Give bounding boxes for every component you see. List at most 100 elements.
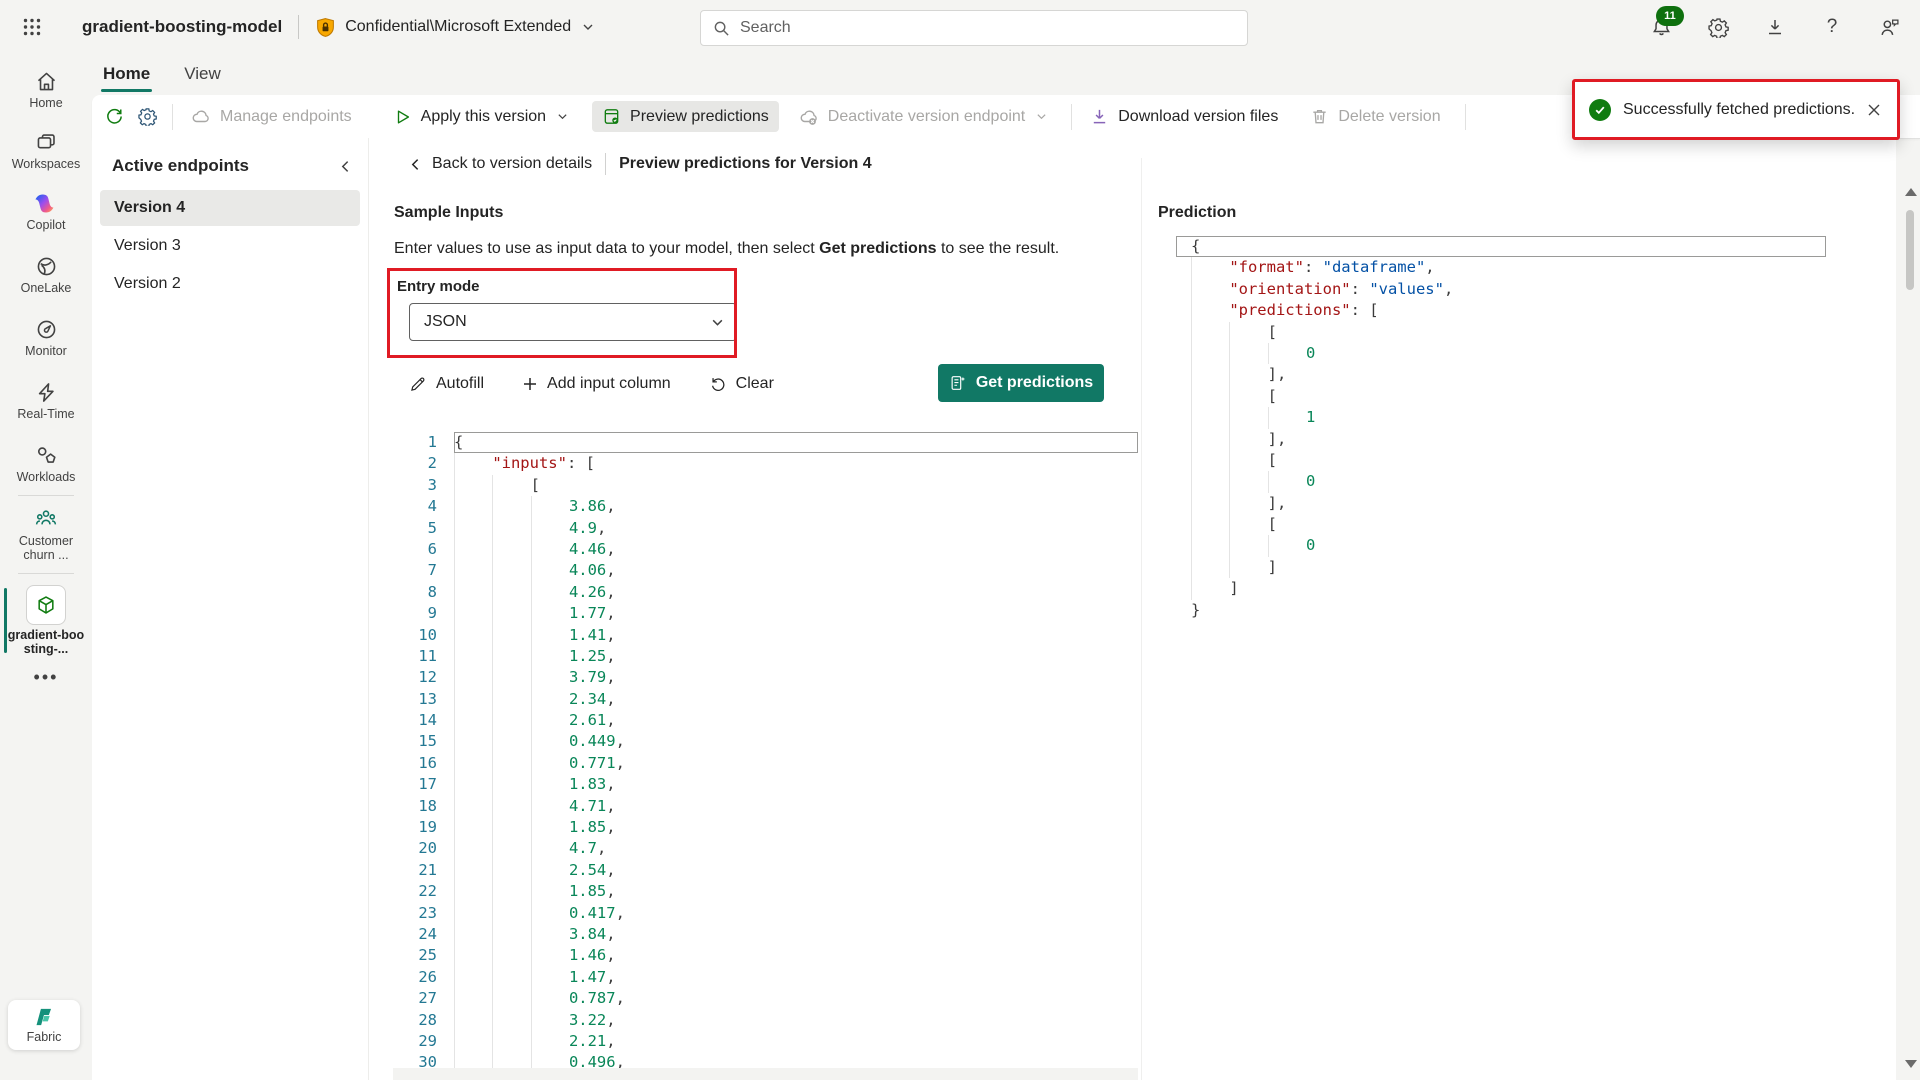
scroll-up-arrow-icon[interactable] <box>1905 188 1917 196</box>
app-launcher-icon[interactable] <box>8 3 56 51</box>
refresh-icon <box>107 108 122 124</box>
collapse-panel-button[interactable] <box>339 160 352 173</box>
code-line: 15 0.449, <box>393 731 1138 753</box>
code-line: } <box>1191 600 1201 619</box>
code-line: "orientation": "values", <box>1176 278 1826 301</box>
sidebar-item-label: OneLake <box>20 281 72 295</box>
line-number: 26 <box>418 967 437 986</box>
sensitivity-label-button[interactable]: Confidential\Microsoft Extended <box>315 17 594 38</box>
tab-home[interactable]: Home <box>99 58 154 94</box>
download-icon <box>1090 107 1109 126</box>
search-input[interactable]: Search <box>700 10 1248 46</box>
divider <box>1141 158 1142 1080</box>
toast-close-button[interactable] <box>1859 95 1889 125</box>
plus-icon <box>524 378 537 390</box>
sidebar-item-workspaces[interactable]: Workspaces <box>2 125 90 176</box>
autofill-button[interactable]: Autofill <box>409 375 484 393</box>
trash-icon <box>1310 107 1329 126</box>
page-title: gradient-boosting-model <box>82 17 283 36</box>
json-input-editor[interactable]: 1{2 "inputs": [3[4 3.86, 5 4.9, 6 4.46, 7 4.06, 8… <box>393 432 1138 1080</box>
chevron-down-icon <box>712 319 723 326</box>
delete-version-button[interactable]: Delete version <box>1300 101 1450 132</box>
predict-doc-icon <box>951 376 965 390</box>
divider <box>18 573 74 574</box>
scrollbar-thumb[interactable] <box>1906 210 1914 290</box>
sidebar-item-workloads[interactable]: Workloads <box>2 438 90 489</box>
fabric-home-button[interactable]: Fabric <box>8 1000 80 1050</box>
sidebar-item-customer-churn[interactable]: Customer churn ... <box>2 502 90 567</box>
person-feedback-icon <box>1880 19 1899 35</box>
endpoint-item-version-4[interactable]: Version 4 <box>100 190 360 226</box>
code-line: [ <box>1176 321 1826 343</box>
onelake-icon <box>35 254 58 278</box>
code-line: 27 0.787, <box>393 988 1138 1010</box>
people-icon <box>34 507 58 531</box>
top-bar: gradient-boosting-model Confidential\Mic… <box>0 0 1920 54</box>
sidebar-item-label: Home <box>29 96 63 110</box>
code-line: ], <box>1176 492 1826 515</box>
code-line: 17 1.83, <box>393 774 1138 796</box>
page-scrollbar[interactable] <box>1902 140 1919 1076</box>
manage-endpoints-button[interactable]: Manage endpoints <box>181 101 362 133</box>
help-button[interactable]: ? <box>1815 10 1849 44</box>
preview-predictions-button[interactable]: Preview predictions <box>592 101 779 132</box>
sidebar-item-label: Monitor <box>25 344 67 358</box>
sidebar-item-home[interactable]: Home <box>2 64 90 115</box>
line-number: 1 <box>427 433 437 451</box>
notifications-button[interactable]: 11 <box>1644 6 1684 44</box>
preview-predictions-label: Preview predictions <box>630 107 769 125</box>
apply-this-version-button[interactable]: Apply this version <box>384 102 578 132</box>
editor-horizontal-scrollbar[interactable] <box>393 1068 1138 1080</box>
settings-button[interactable] <box>1701 10 1735 44</box>
code-line: "format": "dataframe", <box>1176 257 1826 279</box>
clear-button[interactable]: Clear <box>709 375 774 393</box>
code-line: 3[ <box>393 474 1138 497</box>
sidebar-item-gradient-boosting-model[interactable]: gradient-boosting-... <box>2 580 90 661</box>
endpoint-item-version-2[interactable]: Version 2 <box>114 275 181 292</box>
toast-notification: Successfully fetched predictions. <box>1572 79 1900 140</box>
get-predictions-button[interactable]: Get predictions <box>938 364 1104 402</box>
code-line: 21 2.54, <box>393 859 1138 882</box>
code-line: 20 4.7, <box>393 838 1138 860</box>
undo-icon <box>711 378 725 392</box>
sensitivity-shield-icon <box>317 17 335 37</box>
endpoint-item-version-3[interactable]: Version 3 <box>114 237 181 254</box>
sidebar-item-label: Workspaces <box>11 157 81 171</box>
code-line: 25 1.46, <box>393 945 1138 967</box>
line-number: 19 <box>418 818 437 837</box>
deactivate-version-endpoint-button[interactable]: Deactivate version endpoint <box>789 101 1057 133</box>
add-input-column-button[interactable]: Add input column <box>522 375 671 393</box>
code-line: [ <box>1176 514 1826 536</box>
tab-view[interactable]: View <box>184 64 221 83</box>
editor-actions: Autofill Add input column Clear <box>409 366 774 402</box>
line-number: 5 <box>427 518 437 537</box>
line-number: 18 <box>418 796 437 815</box>
back-to-version-details-button[interactable]: Back to version details <box>409 155 592 173</box>
divider <box>172 103 173 130</box>
feedback-button[interactable] <box>1872 10 1906 44</box>
entry-mode-select[interactable]: JSON <box>409 303 737 341</box>
sample-inputs-description: Enter values to use as input data to you… <box>394 240 1060 257</box>
code-line: 8 4.26, <box>393 581 1138 604</box>
download-version-files-button[interactable]: Download version files <box>1080 101 1288 132</box>
refresh-button[interactable] <box>98 101 131 132</box>
line-number: 12 <box>418 668 437 687</box>
endpoint-settings-button[interactable] <box>131 101 164 132</box>
success-check-icon <box>1589 98 1611 121</box>
back-label: Back to version details <box>432 155 593 172</box>
notification-count-badge: 11 <box>1656 6 1684 26</box>
more-items-button[interactable]: ••• <box>33 667 59 687</box>
sidebar-item-label: Customer churn ... <box>18 534 74 562</box>
scroll-down-arrow-icon[interactable] <box>1905 1060 1917 1068</box>
sidebar-item-copilot[interactable]: Copilot <box>2 186 90 237</box>
sidebar-item-monitor[interactable]: Monitor <box>2 312 90 363</box>
sidebar-item-onelake[interactable]: OneLake <box>2 249 90 300</box>
code-line: 6 4.46, <box>393 538 1138 561</box>
line-number: 21 <box>418 860 437 879</box>
line-number: 10 <box>418 625 437 644</box>
downloads-button[interactable] <box>1758 10 1792 44</box>
preview-predictions-icon <box>602 107 621 126</box>
code-line: 19 1.85, <box>393 817 1138 839</box>
sidebar-item-realtime[interactable]: Real-Time <box>2 375 90 426</box>
delete-version-label: Delete version <box>1338 107 1441 125</box>
